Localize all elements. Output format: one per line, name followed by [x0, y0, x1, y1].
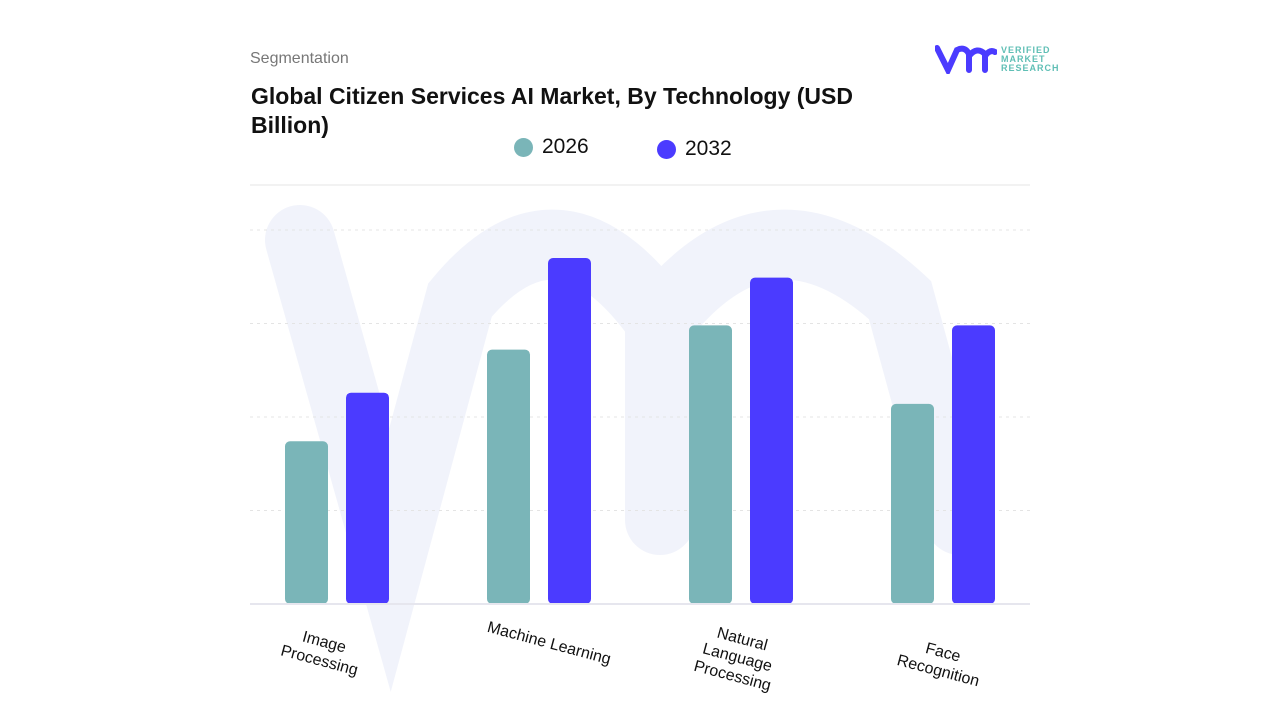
bar-2026-natural-language-processing	[689, 325, 732, 604]
bar-2032-machine-learning	[548, 258, 591, 604]
legend-label-2026: 2026	[542, 135, 589, 158]
segmentation-label: Segmentation	[250, 50, 349, 67]
vmr-logo-icon	[935, 45, 997, 74]
legend-swatch-2026	[514, 137, 533, 157]
logo-text-3: RESEARCH	[1001, 62, 1060, 73]
logo-text-2: MARKET	[1001, 53, 1046, 64]
chart-title: Global Citizen Services AI Market, By Te…	[251, 83, 853, 138]
bar-2032-natural-language-processing	[750, 277, 793, 604]
logo-text-1: VERIFIED	[1001, 44, 1051, 55]
bar-2026-face-recognition	[891, 403, 934, 604]
legend-label-2032: 2032	[685, 137, 732, 160]
watermark-logo	[265, 205, 995, 692]
bar-2026-machine-learning	[487, 349, 530, 604]
bar-2026-image-processing	[285, 441, 328, 604]
vmr-logo: VERIFIED MARKET RESEARCH	[935, 44, 1060, 74]
bar-2032-face-recognition	[952, 325, 995, 604]
legend-item-2032: 2032	[657, 137, 732, 161]
legend-swatch-2032	[657, 139, 676, 159]
bar-2032-image-processing	[346, 392, 389, 604]
legend-item-2026: 2026	[514, 135, 589, 159]
